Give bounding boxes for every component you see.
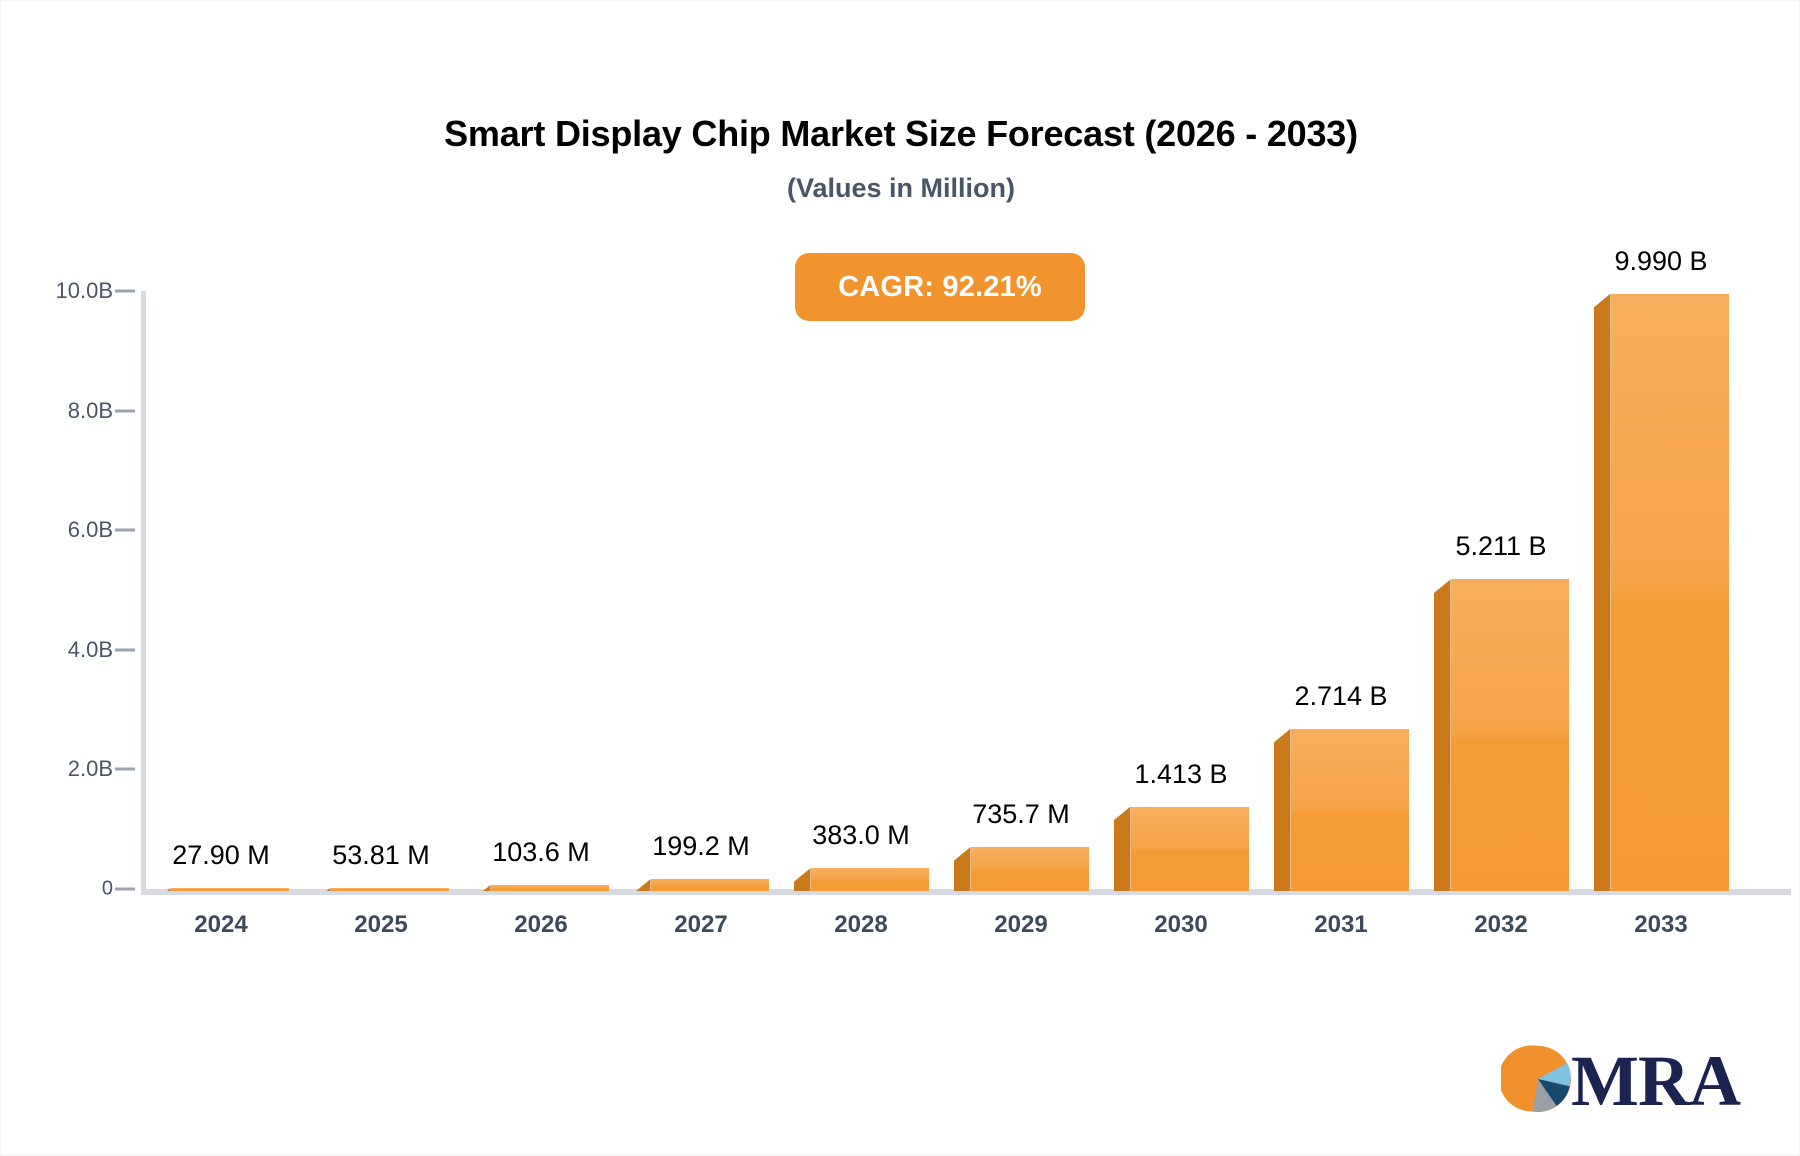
bar-2024[interactable] <box>153 293 289 891</box>
x-tick-label-2029: 2029 <box>994 911 1048 938</box>
bar-2031[interactable] <box>1273 293 1409 891</box>
bar-side-face <box>1273 728 1291 891</box>
x-tick-label-2027: 2027 <box>674 911 728 938</box>
bar-front-face <box>1290 728 1409 891</box>
bar-front-face <box>650 879 769 891</box>
bar-side-face <box>953 847 971 891</box>
y-tick-label: 2.0B <box>67 756 113 782</box>
bar-value-label: 383.0 M <box>812 820 910 851</box>
x-tick-label-2026: 2026 <box>514 911 568 938</box>
y-tick-mark <box>115 409 135 413</box>
bar-value-label: 27.90 M <box>172 840 270 870</box>
bar-front-face <box>490 884 609 891</box>
bar-shape <box>313 878 449 891</box>
bar-shape <box>633 869 769 891</box>
bar-side-face <box>153 888 171 891</box>
bar-shape <box>1433 569 1569 891</box>
x-axis-line <box>141 889 1791 895</box>
bar-side-face <box>793 868 811 891</box>
bar-shape <box>153 878 289 891</box>
cagr-badge: CAGR: 92.21% <box>795 253 1085 321</box>
bar-2025[interactable] <box>313 293 449 891</box>
bar-side-face <box>1433 579 1451 891</box>
bar-2026[interactable] <box>473 293 609 891</box>
bar-shape <box>793 858 929 891</box>
mra-logo: MRA <box>1498 1036 1741 1126</box>
bar-value-label: 1.413 B <box>1134 758 1228 789</box>
bar-value-label: 735.7 M <box>972 799 1070 829</box>
bar-side-face <box>313 887 331 891</box>
bar-side-face <box>633 879 651 891</box>
y-tick-label: 6.0B <box>67 517 113 543</box>
y-tick-label: 4.0B <box>67 636 113 662</box>
bar-value-label: 199.2 M <box>652 831 750 862</box>
chart-subtitle: (Values in Million) <box>786 173 1016 203</box>
bar-side-face <box>473 884 491 891</box>
bar-front-face <box>810 868 929 891</box>
bar-2029[interactable] <box>953 293 1089 891</box>
bar-value-label: 103.6 M <box>492 836 590 867</box>
bar-shape <box>473 875 609 891</box>
bar-value-label: 53.81 M <box>332 839 430 870</box>
bar-shape <box>1273 719 1409 891</box>
bar-value-label: 2.714 B <box>1294 680 1388 711</box>
bar-shape <box>1593 284 1729 891</box>
bar-2032[interactable] <box>1433 293 1569 891</box>
x-tick-label-2028: 2028 <box>834 911 888 938</box>
bar-shape <box>953 837 1089 891</box>
x-tick-label-2030: 2030 <box>1154 911 1208 938</box>
bar-value-label: 5.211 B <box>1455 531 1547 562</box>
bar-front-face <box>170 888 289 891</box>
bar-front-face <box>1450 579 1569 891</box>
plot-area: 27.90 M 53.81 M 103.6 M 199.2 M 383.0 M 735.7… <box>141 246 1741 891</box>
logo-text: MRA <box>1571 1041 1741 1121</box>
y-tick-mark <box>115 767 135 771</box>
bar-shape <box>1113 797 1249 891</box>
y-tick-label: 8.0B <box>67 397 113 423</box>
bar-2030[interactable] <box>1113 293 1249 891</box>
cagr-badge-label: CAGR: 92.21% <box>838 270 1042 303</box>
bar-2028[interactable] <box>793 293 929 891</box>
bar-front-face <box>1130 806 1249 891</box>
page-title: Smart Display Chip Market Size Forecast … <box>444 113 1358 154</box>
y-axis-line <box>141 291 146 891</box>
y-tick-label: 0 <box>101 877 113 900</box>
y-tick-mark <box>115 289 135 293</box>
y-tick-mark <box>115 887 135 891</box>
bar-value-label: 9.990 B <box>1614 245 1708 276</box>
bar-front-face <box>970 847 1089 891</box>
x-tick-label-2033: 2033 <box>1634 911 1688 938</box>
x-tick-label-2032: 2032 <box>1474 911 1528 938</box>
pie-chart-icon <box>1498 1042 1575 1121</box>
y-tick-mark <box>115 528 135 532</box>
bar-front-face <box>330 887 449 891</box>
bar-side-face <box>1113 806 1131 891</box>
bar-front-face <box>1610 293 1729 891</box>
x-tick-label-2031: 2031 <box>1314 911 1368 938</box>
bar-2027[interactable] <box>633 293 769 891</box>
bar-side-face <box>1593 293 1611 891</box>
x-tick-label-2024: 2024 <box>194 911 248 938</box>
y-tick-label: 10.0B <box>55 278 114 303</box>
x-tick-label-2025: 2025 <box>354 911 408 938</box>
y-tick-mark <box>115 648 135 652</box>
bar-2033[interactable] <box>1593 293 1729 891</box>
